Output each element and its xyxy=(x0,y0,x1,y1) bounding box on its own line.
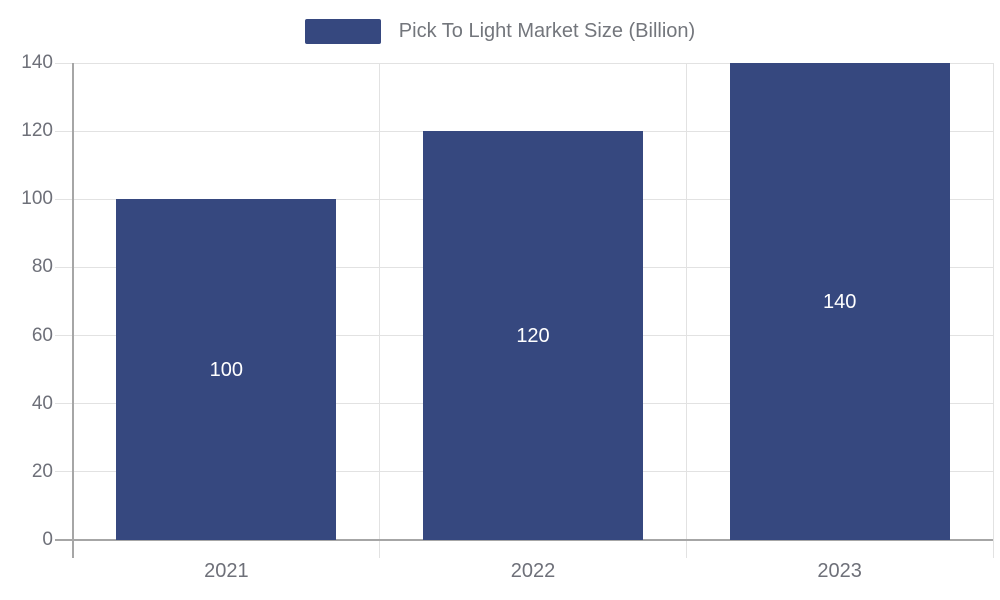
y-axis-tick-label: 0 xyxy=(42,529,53,550)
legend-label: Pick To Light Market Size (Billion) xyxy=(398,20,696,42)
v-gridline xyxy=(685,63,687,558)
y-axis-tick-label: 80 xyxy=(31,256,53,278)
v-gridline xyxy=(379,63,381,558)
y-axis-line xyxy=(72,63,74,558)
x-axis-category-label: 2023 xyxy=(817,560,862,582)
h-gridline xyxy=(55,62,993,64)
bar-value-label: 120 xyxy=(516,324,550,347)
y-axis-tick-label: 140 xyxy=(21,52,53,73)
v-gridline xyxy=(992,63,994,558)
x-axis-category-label: 2021 xyxy=(204,560,249,582)
bar-value-label: 140 xyxy=(822,290,857,313)
y-axis-tick-label: 60 xyxy=(31,324,53,346)
x-axis-line xyxy=(55,539,993,541)
bar[interactable] xyxy=(423,131,643,540)
legend-item[interactable]: Pick To Light Market Size (Billion) xyxy=(0,18,1000,44)
bar[interactable] xyxy=(116,199,337,540)
bar[interactable] xyxy=(729,63,950,540)
y-axis-tick-label: 100 xyxy=(21,188,53,210)
x-axis-category-label: 2022 xyxy=(510,560,556,582)
bar-value-label: 100 xyxy=(209,358,244,381)
legend-swatch-icon xyxy=(304,18,381,44)
y-axis-tick-label: 40 xyxy=(31,392,53,414)
y-axis-tick-label: 20 xyxy=(31,460,53,482)
y-axis-tick-label: 120 xyxy=(21,120,53,142)
